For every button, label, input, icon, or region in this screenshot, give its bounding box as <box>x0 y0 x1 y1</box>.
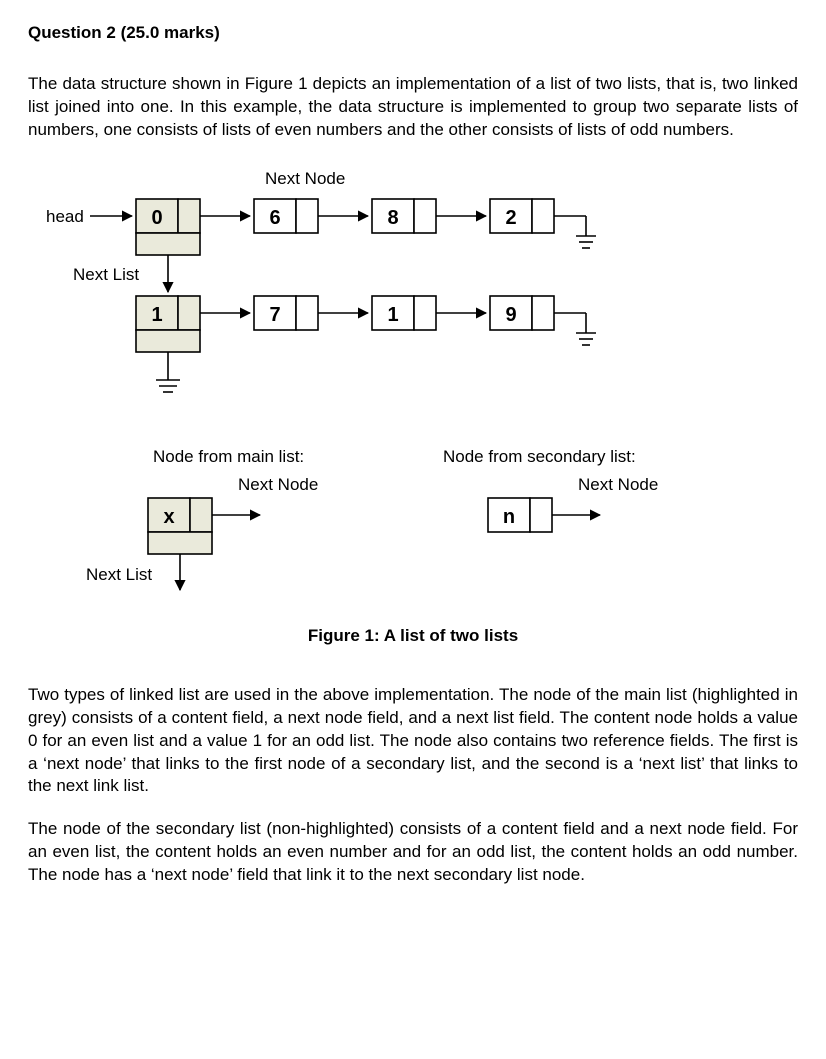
svg-text:9: 9 <box>505 304 516 326</box>
svg-text:n: n <box>503 506 515 528</box>
legend-nextlist: Next List <box>86 565 152 584</box>
next-node-top-label: Next Node <box>265 169 345 188</box>
node-7: 7 <box>254 296 318 330</box>
node-6: 6 <box>254 199 318 233</box>
legend-main-node: x <box>148 498 212 554</box>
svg-text:x: x <box>163 506 174 528</box>
question-title: Question 2 (25.0 marks) <box>28 22 798 45</box>
node-2: 2 <box>490 199 554 233</box>
svg-text:2: 2 <box>505 207 516 229</box>
svg-text:8: 8 <box>387 207 398 229</box>
legend-main-label: Node from main list: <box>153 447 304 466</box>
figure-caption: Figure 1: A list of two lists <box>28 625 798 648</box>
svg-text:6: 6 <box>269 207 280 229</box>
legend-nextnode-left: Next Node <box>238 475 318 494</box>
node-8: 8 <box>372 199 436 233</box>
legend-nextnode-right: Next Node <box>578 475 658 494</box>
legend-sec-label: Node from secondary list: <box>443 447 636 466</box>
head-label: head <box>46 207 84 226</box>
figure-legend: Node from main list: Next Node x Next Li… <box>28 440 798 615</box>
svg-text:0: 0 <box>151 207 162 229</box>
figure-diagram: Next Node head 0 6 8 2 Next List <box>28 162 798 432</box>
legend-sec-node: n <box>488 498 552 532</box>
main-node-0: 0 <box>136 199 200 255</box>
para-secondary: The node of the secondary list (non-high… <box>28 818 798 887</box>
svg-text:1: 1 <box>387 304 398 326</box>
node-9: 9 <box>490 296 554 330</box>
intro-paragraph: The data structure shown in Figure 1 dep… <box>28 73 798 142</box>
para-types: Two types of linked list are used in the… <box>28 684 798 799</box>
next-list-label: Next List <box>73 265 139 284</box>
main-node-1: 1 <box>136 296 200 352</box>
svg-text:7: 7 <box>269 304 280 326</box>
svg-text:1: 1 <box>151 304 162 326</box>
node-1: 1 <box>372 296 436 330</box>
